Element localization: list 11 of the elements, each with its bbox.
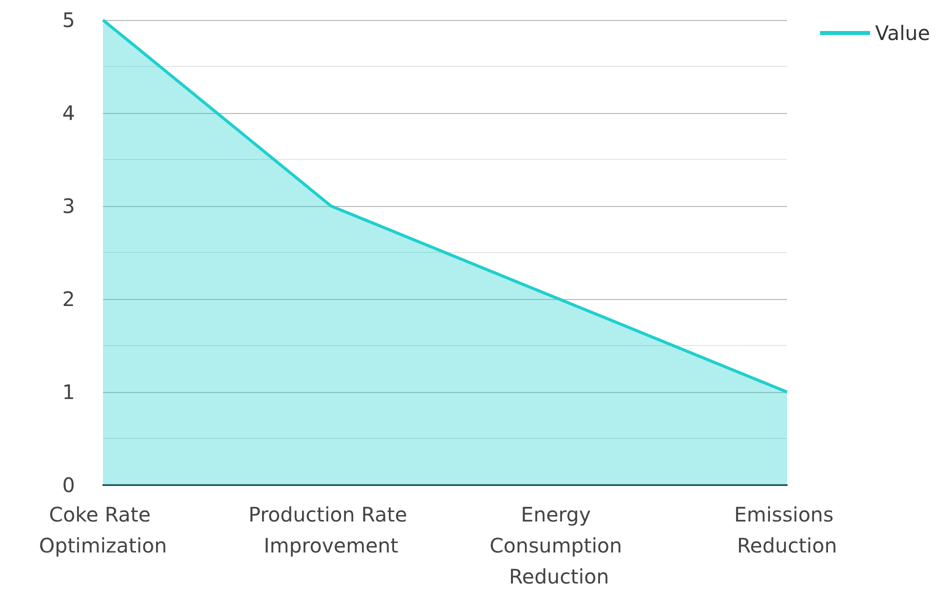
y-tick-label: 0 [62,473,75,497]
x-tick-label: Emissions Reduction [734,502,840,558]
legend-label: Value [875,21,930,45]
x-tick-label: Production Rate Improvement [248,502,414,558]
y-tick-label: 3 [62,194,75,218]
y-tick-label: 5 [62,8,75,32]
y-tick-label: 4 [62,101,75,125]
y-tick-label: 1 [62,380,75,404]
y-tick-label: 2 [62,287,75,311]
x-tick-label: Energy Consumption Reduction [490,502,628,588]
x-tick-label: Coke Rate Optimization [39,502,167,558]
